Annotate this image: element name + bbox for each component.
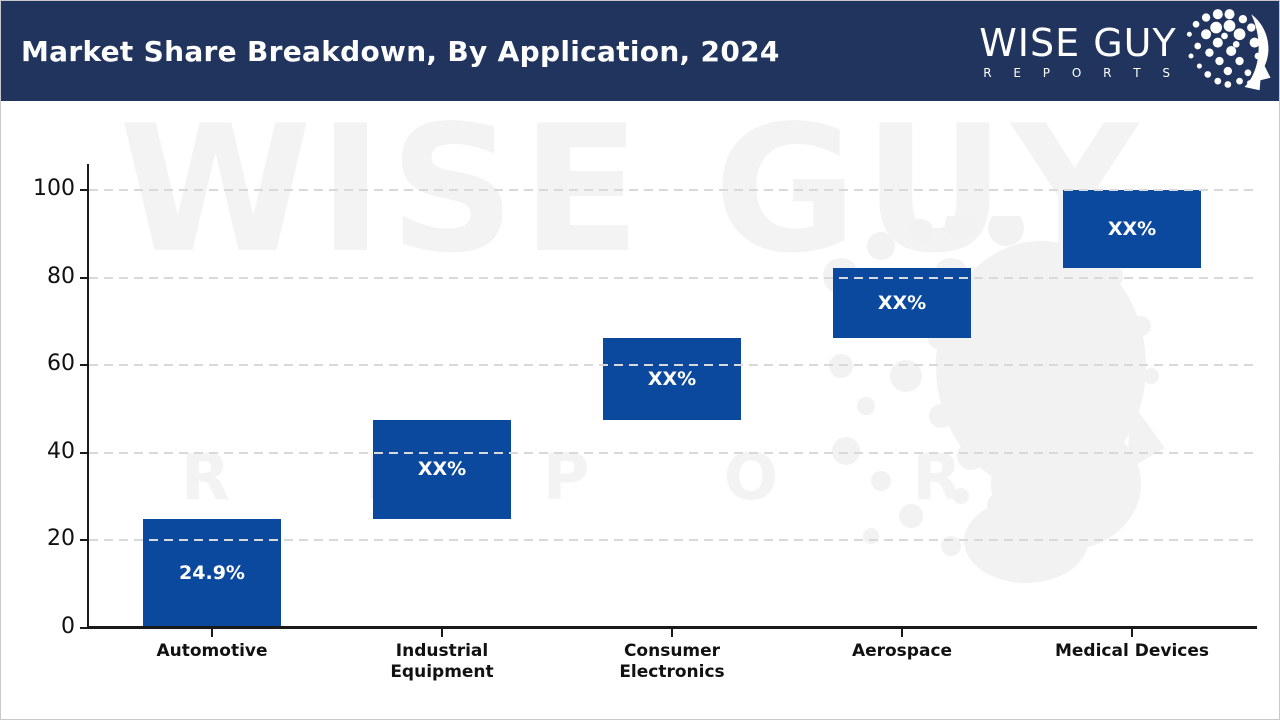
y-tick-label: 80 [47, 263, 75, 289]
gridline [89, 364, 1257, 366]
bar [603, 337, 741, 421]
x-tick-label: Automotive [156, 641, 268, 661]
bar-label: XX% [417, 458, 467, 481]
x-tick-label: Industrial Equipment [390, 641, 494, 682]
bar-label: XX% [1107, 218, 1157, 241]
y-tick-mark [80, 276, 88, 279]
x-tick-label: Aerospace [851, 641, 953, 661]
logo-wordmark-line1: WISE GUY [979, 20, 1177, 65]
header-bar: Market Share Breakdown, By Application, … [1, 1, 1279, 101]
x-tick-mark [1131, 629, 1133, 637]
y-axis-line [87, 164, 89, 629]
y-tick-label: 40 [47, 438, 75, 464]
gridline [89, 276, 1257, 279]
bar-label: XX% [647, 368, 697, 390]
y-tick-mark [80, 364, 88, 366]
y-tick-label: 20 [47, 526, 75, 551]
bar [373, 420, 511, 519]
y-tick-label: 100 [33, 176, 75, 201]
gridline [89, 189, 1257, 191]
bar-label: 24.9% [179, 562, 245, 585]
x-tick-mark [441, 629, 443, 637]
logo-wordmark: WISE GUY R E P O R T S [979, 23, 1179, 80]
y-tick-label: 60 [47, 351, 75, 376]
gridline [89, 451, 1257, 454]
y-tick-mark [80, 451, 88, 454]
logo-wordmark-line2: R E P O R T S [983, 65, 1179, 80]
logo-head-icon [1186, 9, 1271, 91]
bar [833, 268, 971, 338]
x-tick-label: Consumer Electronics [619, 641, 725, 682]
bar [1063, 190, 1201, 269]
bar [143, 518, 281, 628]
gridline [89, 539, 1257, 541]
plot-area: WISE GUY R E P O R T S 0 20 40 60 80 100 24.9%… [1, 89, 1279, 719]
wise-guy-logo: WISE GUY R E P O R T S [979, 9, 1273, 93]
y-tick-mark [80, 189, 88, 191]
x-tick-label: Medical Devices [1054, 641, 1209, 661]
bar-label: XX% [877, 292, 927, 315]
y-tick-mark [80, 626, 88, 629]
x-tick-mark [671, 629, 673, 637]
y-tick-label: 0 [61, 613, 75, 639]
chart-title: Market Share Breakdown, By Application, … [21, 34, 780, 68]
y-tick-mark [80, 539, 88, 541]
x-tick-mark [211, 629, 213, 637]
x-tick-mark [901, 629, 903, 637]
x-axis-line [87, 626, 1257, 629]
